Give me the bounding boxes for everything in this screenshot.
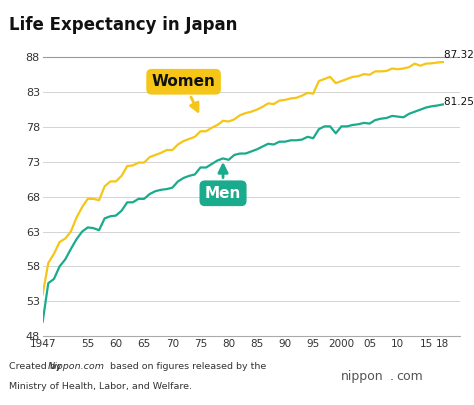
Text: com: com — [396, 370, 422, 383]
Text: .: . — [390, 370, 393, 383]
Text: Ministry of Health, Labor, and Welfare.: Ministry of Health, Labor, and Welfare. — [9, 382, 192, 391]
Text: Men: Men — [205, 165, 241, 201]
Text: based on figures released by the: based on figures released by the — [107, 362, 266, 371]
Text: Women: Women — [152, 74, 216, 111]
Text: Life Expectancy in Japan: Life Expectancy in Japan — [9, 16, 238, 34]
Text: 87.32 years: 87.32 years — [444, 50, 474, 60]
Text: Nippon.com: Nippon.com — [47, 362, 104, 371]
Text: 81.25 years: 81.25 years — [444, 97, 474, 107]
Text: nippon: nippon — [341, 370, 384, 383]
Text: Created by: Created by — [9, 362, 65, 371]
